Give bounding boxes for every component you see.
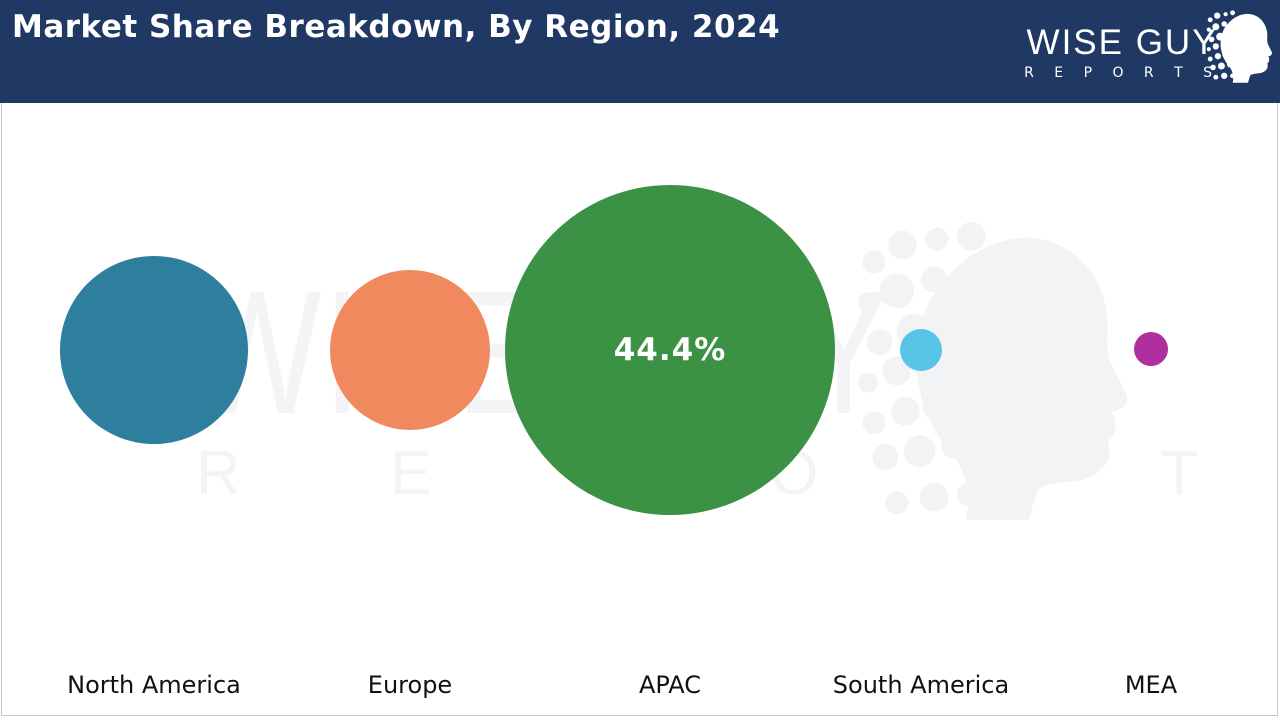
header-bar: Market Share Breakdown, By Region, 2024 … (0, 0, 1280, 103)
watermark-wordmark: WISE GUY (192, 255, 891, 451)
brand-subtext: R E P O R T S (1024, 65, 1220, 81)
page-title: Market Share Breakdown, By Region, 2024 (12, 9, 781, 45)
brand-logo-text: WISE GUY R E P O R T S (1024, 23, 1220, 81)
brand-face-icon (1206, 10, 1273, 83)
watermark-face-icon (858, 222, 1128, 521)
brand-logo: WISE GUY R E P O R T S (1024, 6, 1276, 98)
brand-wordmark: WISE GUY (1026, 23, 1218, 62)
